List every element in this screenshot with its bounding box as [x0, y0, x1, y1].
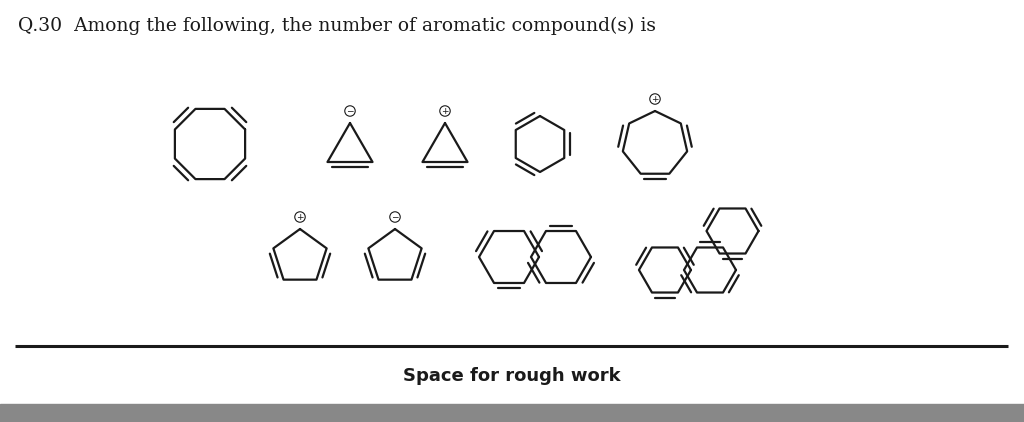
Text: +: +	[441, 106, 449, 116]
Text: +: +	[651, 95, 658, 103]
Text: Q.30  Among the following, the number of aromatic compound(s) is: Q.30 Among the following, the number of …	[18, 17, 656, 35]
Bar	[0, 404, 1024, 422]
Text: −: −	[346, 106, 353, 116]
Text: +: +	[296, 213, 304, 222]
Text: Space for rough work: Space for rough work	[403, 367, 621, 385]
Text: −: −	[391, 213, 398, 222]
